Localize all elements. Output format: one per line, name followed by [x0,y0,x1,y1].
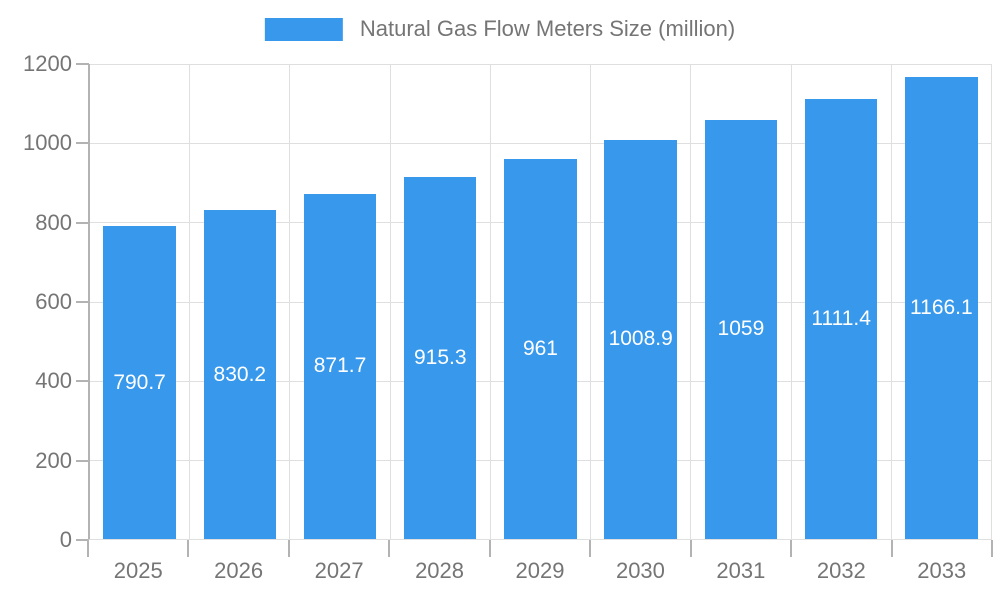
x-tick-label: 2032 [816,558,866,583]
category-cell: 1111.4 [792,64,892,539]
x-tick-label: 2027 [314,558,364,583]
category-cell: 790.7 [90,64,191,539]
bar-value-label: 1059 [717,317,765,341]
y-tick-label: 600 [35,289,72,314]
x-tick-label: 2029 [515,558,565,583]
x-tick-label: 2028 [415,558,465,583]
x-tick [287,540,290,557]
bar-value-label: 961 [522,336,558,360]
x-tick [388,540,391,557]
x-tick [790,540,793,557]
category-cell: 1008.9 [591,64,692,539]
y-tick [76,63,89,65]
y-tick [76,380,89,383]
y-tick-label: 1000 [23,130,72,156]
x-tick-label: 2025 [113,558,163,583]
y-tick [76,539,89,541]
y-tick [76,301,89,303]
y-gridline [90,64,992,65]
bar: 915.3 [404,176,477,539]
y-axis-ticks [76,63,89,541]
bar: 1059 [704,119,778,539]
category-cell: 830.2 [190,64,291,539]
x-tick-label: 2033 [917,558,967,583]
legend-swatch-icon [264,17,343,41]
bar: 1008.9 [604,139,677,539]
x-tick [589,540,592,557]
y-tick-label: 0 [59,527,72,552]
legend: Natural Gas Flow Meters Size (million) [264,16,736,42]
x-tick-label: 2031 [716,558,766,583]
bar-value-label: 1111.4 [811,307,871,331]
x-axis-ticks [87,540,993,557]
x-tick-label: 2026 [214,558,264,583]
y-tick-label: 800 [35,209,72,235]
x-tick [991,540,993,557]
bar-value-label: 830.2 [213,362,267,386]
category-cell: 961 [491,64,592,539]
bar-value-label: 915.3 [413,345,467,369]
x-tick [87,540,89,557]
x-tick [187,540,190,557]
bar-value-label: 790.7 [113,370,166,394]
category-cell: 915.3 [391,64,491,539]
y-tick-label: 1200 [23,51,72,76]
y-tick [76,221,89,224]
bar: 1166.1 [905,77,978,539]
x-tick-label: 2030 [615,558,665,583]
bar: 1111.4 [804,99,878,539]
x-tick [488,540,491,557]
y-tick-label: 200 [35,447,72,473]
x-axis-labels: 2025 2026 2027 2028 2029 2030 2031 2032 2033 [88,558,992,590]
bar-value-label: 1166.1 [910,296,973,320]
bar: 830.2 [203,210,277,539]
bar: 790.7 [103,226,176,539]
category-cell: 1166.1 [892,64,992,539]
bars-layer: 790.7 830.2 871.7 915.3 961 1008.9 1059 1111.4 1… [90,64,992,539]
bar-value-label: 871.7 [313,354,367,378]
legend-label: Natural Gas Flow Meters Size (million) [359,16,736,41]
x-tick [689,540,692,557]
y-tick [76,142,89,145]
y-tick [76,459,89,462]
y-tick-label: 400 [35,368,72,394]
y-gridline [90,143,992,145]
plot-area: 790.7 830.2 871.7 915.3 961 1008.9 1059 1111.4 1… [88,64,992,540]
category-cell: 871.7 [290,64,391,539]
bar: 871.7 [303,193,377,539]
bar-value-label: 1008.9 [608,327,673,351]
x-tick [890,540,893,557]
y-axis-labels: 0 200 400 600 800 1000 1200 [0,51,72,552]
bar: 961 [504,158,577,539]
category-cell: 1059 [691,64,792,539]
